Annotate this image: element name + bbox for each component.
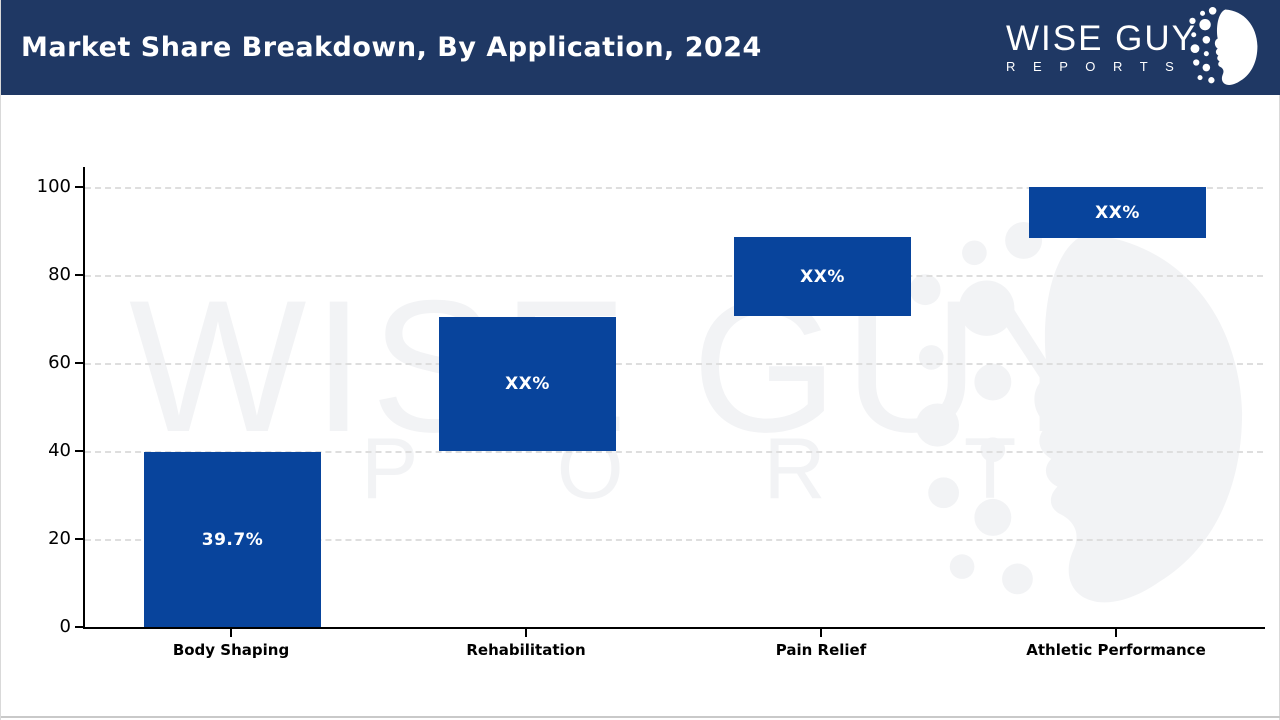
ytick-label-60: 60 <box>48 352 71 373</box>
logo-head-icon <box>1189 6 1258 85</box>
page-title: Market Share Breakdown, By Application, … <box>21 32 762 63</box>
watermark-head-icon <box>909 222 1243 603</box>
bar-athletic-performance: XX% <box>1029 187 1206 238</box>
ytick-mark-20 <box>75 538 83 540</box>
xtick-mark-1 <box>230 629 232 637</box>
ytick-mark-40 <box>75 450 83 452</box>
ytick-mark-100 <box>75 186 83 188</box>
category-label-rehabilitation: Rehabilitation <box>466 641 586 659</box>
ytick-label-40: 40 <box>48 440 71 461</box>
xtick-mark-2 <box>525 629 527 637</box>
gridline-40 <box>85 450 1263 453</box>
bar-body-shaping: 39.7% <box>144 452 321 627</box>
category-label-pain-relief: Pain Relief <box>775 641 867 659</box>
ytick-mark-80 <box>75 274 83 276</box>
bar-value-label: 39.7% <box>201 529 264 550</box>
ytick-label-80: 80 <box>48 264 71 285</box>
ytick-label-20: 20 <box>48 528 71 549</box>
ytick-label-0: 0 <box>59 616 71 637</box>
xtick-mark-3 <box>820 629 822 637</box>
gridline-100 <box>85 186 1263 189</box>
bar-value-label: XX% <box>505 374 550 394</box>
bottom-border <box>1 716 1280 718</box>
category-label-athletic-performance: Athletic Performance <box>1026 641 1206 659</box>
wise-guy-reports-logo: WISE GUY R E P O R T S <box>1005 6 1280 89</box>
logo-subtitle: R E P O R T S <box>1005 59 1181 74</box>
xtick-mark-4 <box>1115 629 1117 637</box>
bar-pain-relief: XX% <box>734 237 911 316</box>
logo-wordmark: WISE GUY <box>1005 19 1197 58</box>
plot-area: 39.7% XX% XX% XX% <box>83 167 1265 629</box>
header-bar: Market Share Breakdown, By Application, … <box>1 0 1280 95</box>
gridline-20 <box>85 538 1263 541</box>
category-label-body-shaping: Body Shaping <box>172 641 290 659</box>
bar-rehabilitation: XX% <box>439 317 616 451</box>
ytick-mark-0 <box>75 626 83 628</box>
logo-text: WISE GUY R E P O R T S <box>1005 19 1197 75</box>
bar-value-label: XX% <box>1095 202 1140 223</box>
ytick-label-100: 100 <box>36 176 71 197</box>
gridline-80 <box>85 274 1263 277</box>
ytick-mark-60 <box>75 362 83 364</box>
bar-value-label: XX% <box>800 266 845 287</box>
gridline-60 <box>85 362 1263 365</box>
